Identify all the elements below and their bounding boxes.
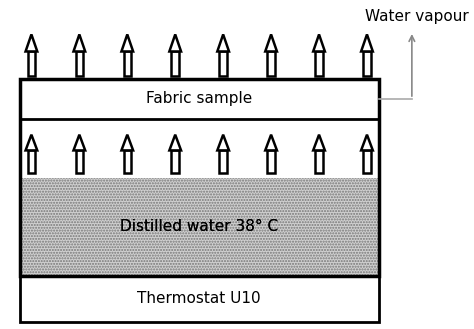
Polygon shape: [361, 35, 373, 51]
Polygon shape: [315, 51, 323, 76]
Polygon shape: [27, 150, 35, 173]
Polygon shape: [363, 150, 371, 173]
Bar: [19, 79, 379, 119]
Polygon shape: [219, 51, 227, 76]
Polygon shape: [219, 150, 227, 173]
Polygon shape: [313, 135, 325, 150]
Polygon shape: [73, 35, 85, 51]
Polygon shape: [217, 135, 229, 150]
Text: Distilled water 38° C: Distilled water 38° C: [120, 219, 278, 234]
Polygon shape: [26, 35, 37, 51]
Bar: [19, 178, 379, 276]
Polygon shape: [172, 51, 179, 76]
Polygon shape: [75, 51, 83, 76]
Polygon shape: [75, 150, 83, 173]
Polygon shape: [267, 150, 275, 173]
Text: Fabric sample: Fabric sample: [146, 91, 252, 107]
Polygon shape: [169, 135, 181, 150]
Polygon shape: [124, 51, 131, 76]
Polygon shape: [265, 135, 277, 150]
Text: Distilled water 38° C: Distilled water 38° C: [120, 219, 278, 234]
Polygon shape: [217, 35, 229, 51]
Bar: [19, 178, 379, 276]
Text: Water vapour: Water vapour: [365, 9, 469, 24]
Polygon shape: [267, 51, 275, 76]
Polygon shape: [169, 35, 181, 51]
Bar: [19, 276, 379, 322]
Polygon shape: [313, 35, 325, 51]
Polygon shape: [26, 135, 37, 150]
Polygon shape: [265, 35, 277, 51]
Polygon shape: [315, 150, 323, 173]
Polygon shape: [27, 51, 35, 76]
Text: Thermostat U10: Thermostat U10: [137, 291, 261, 306]
Polygon shape: [124, 150, 131, 173]
Polygon shape: [121, 35, 133, 51]
Bar: [19, 79, 379, 276]
Polygon shape: [172, 150, 179, 173]
Polygon shape: [363, 51, 371, 76]
Polygon shape: [121, 135, 133, 150]
Polygon shape: [73, 135, 85, 150]
Polygon shape: [361, 135, 373, 150]
